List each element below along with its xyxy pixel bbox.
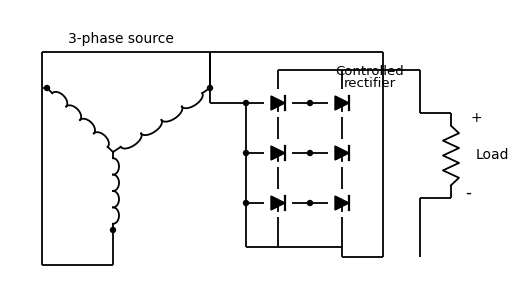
Polygon shape <box>271 146 285 160</box>
Circle shape <box>340 150 344 156</box>
Text: Load: Load <box>476 148 509 162</box>
Circle shape <box>45 86 49 91</box>
Circle shape <box>340 100 344 105</box>
Circle shape <box>244 150 248 156</box>
Circle shape <box>244 100 248 105</box>
Text: 3-phase source: 3-phase source <box>68 32 174 46</box>
Circle shape <box>111 227 116 232</box>
Polygon shape <box>271 96 285 110</box>
Circle shape <box>208 86 212 91</box>
Circle shape <box>307 201 313 206</box>
Circle shape <box>307 100 313 105</box>
Polygon shape <box>335 146 349 160</box>
Polygon shape <box>335 96 349 110</box>
Circle shape <box>307 150 313 156</box>
Polygon shape <box>335 196 349 210</box>
Text: +: + <box>471 111 483 125</box>
Polygon shape <box>271 196 285 210</box>
Circle shape <box>276 201 281 206</box>
Text: Controlled: Controlled <box>336 65 405 78</box>
Circle shape <box>340 201 344 206</box>
Text: rectifier: rectifier <box>344 77 396 90</box>
Text: -: - <box>465 184 471 202</box>
Circle shape <box>276 100 281 105</box>
Circle shape <box>244 201 248 206</box>
Circle shape <box>276 150 281 156</box>
